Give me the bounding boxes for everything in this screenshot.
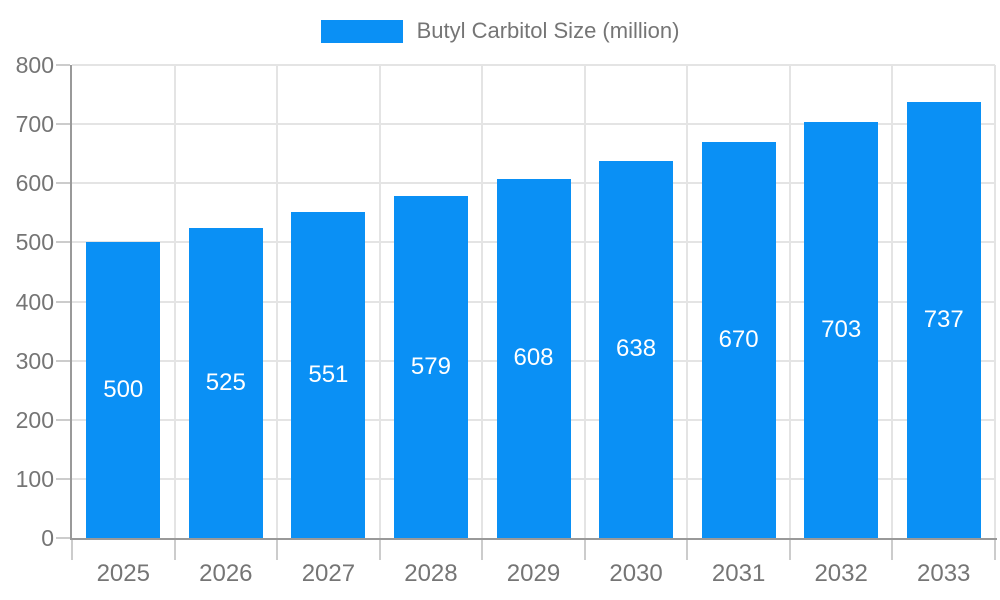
bar-value-label: 525 <box>205 368 246 396</box>
gridline-vertical <box>788 65 791 538</box>
y-axis-tick <box>56 359 70 362</box>
bar-value-label: 670 <box>718 325 759 353</box>
x-axis-tick <box>481 540 484 560</box>
bar-value-label: 638 <box>616 335 657 363</box>
y-axis-tick-label: 600 <box>15 170 54 197</box>
bar[interactable]: 579 <box>393 195 468 538</box>
y-axis-tick <box>56 241 70 244</box>
y-axis-tick-label: 800 <box>15 52 54 78</box>
legend[interactable]: Butyl Carbitol Size (million) <box>0 17 1000 45</box>
legend-swatch <box>320 19 403 43</box>
x-axis-tick <box>891 540 894 560</box>
y-axis-tick <box>56 300 70 303</box>
x-axis-tick <box>686 540 689 560</box>
y-axis-tick <box>56 418 70 421</box>
gridline-vertical <box>481 65 484 538</box>
x-axis-tick <box>994 540 996 560</box>
x-axis-tick <box>788 540 791 560</box>
gridline-vertical <box>994 65 996 538</box>
y-axis-tick-label: 400 <box>15 288 54 315</box>
bar-value-label: 579 <box>410 352 451 380</box>
y-axis-tick-label: 200 <box>15 406 54 433</box>
x-axis-tick <box>276 540 279 560</box>
y-axis-tick-label: 100 <box>15 465 54 492</box>
x-axis-tick-label: 2028 <box>404 560 458 587</box>
y-axis-tick-label: 0 <box>41 525 54 551</box>
x-axis-line <box>70 538 997 540</box>
bar[interactable]: 551 <box>291 212 366 538</box>
bar[interactable]: 525 <box>188 227 263 538</box>
gridline-horizontal <box>72 64 995 66</box>
x-axis-tick <box>378 540 381 560</box>
gridline-vertical <box>276 65 279 538</box>
y-axis-tick-label: 700 <box>15 111 54 138</box>
y-axis-tick <box>56 123 70 126</box>
x-axis-tick <box>71 540 73 560</box>
y-axis-tick <box>56 477 70 480</box>
x-axis-tick-label: 2026 <box>199 560 253 587</box>
bar-value-label: 608 <box>513 344 554 372</box>
bar[interactable]: 500 <box>86 242 161 538</box>
x-axis-tick-label: 2029 <box>506 560 561 587</box>
bar-value-label: 737 <box>923 306 964 334</box>
bar[interactable]: 608 <box>496 178 571 538</box>
gridline-vertical <box>583 65 586 538</box>
x-axis-tick-label: 2031 <box>711 560 766 587</box>
x-axis-tick <box>583 540 586 560</box>
x-axis-tick-label: 2033 <box>917 560 971 587</box>
y-axis-tick <box>56 64 70 66</box>
plot-area: 0 100 200 300 400 500 600 700 800 500 2025 525 2026 5… <box>16 52 997 587</box>
x-axis-tick-label: 2030 <box>609 560 663 587</box>
x-axis-tick <box>173 540 176 560</box>
bar[interactable]: 670 <box>701 141 776 538</box>
bar[interactable]: 737 <box>906 102 981 538</box>
x-axis-tick-label: 2025 <box>96 560 150 587</box>
legend-label: Butyl Carbitol Size (million) <box>416 18 680 43</box>
gridline-horizontal <box>72 123 995 126</box>
gridline-vertical <box>891 65 894 538</box>
gridline-vertical <box>686 65 689 538</box>
x-axis-tick-label: 2032 <box>814 560 868 587</box>
y-axis-tick <box>56 182 70 185</box>
bar[interactable]: 638 <box>599 160 674 538</box>
gridline-vertical <box>173 65 176 538</box>
bar-value-label: 703 <box>821 316 862 344</box>
bar-value-label: 500 <box>103 376 144 404</box>
x-axis-tick-label: 2027 <box>301 560 356 587</box>
bar[interactable]: 703 <box>804 122 879 538</box>
y-axis-tick <box>56 537 70 539</box>
gridline-vertical <box>378 65 381 538</box>
y-axis-tick-label: 300 <box>15 347 54 374</box>
bar-value-label: 551 <box>308 361 349 389</box>
y-axis-line <box>70 65 72 540</box>
y-axis-tick-label: 500 <box>15 229 54 256</box>
